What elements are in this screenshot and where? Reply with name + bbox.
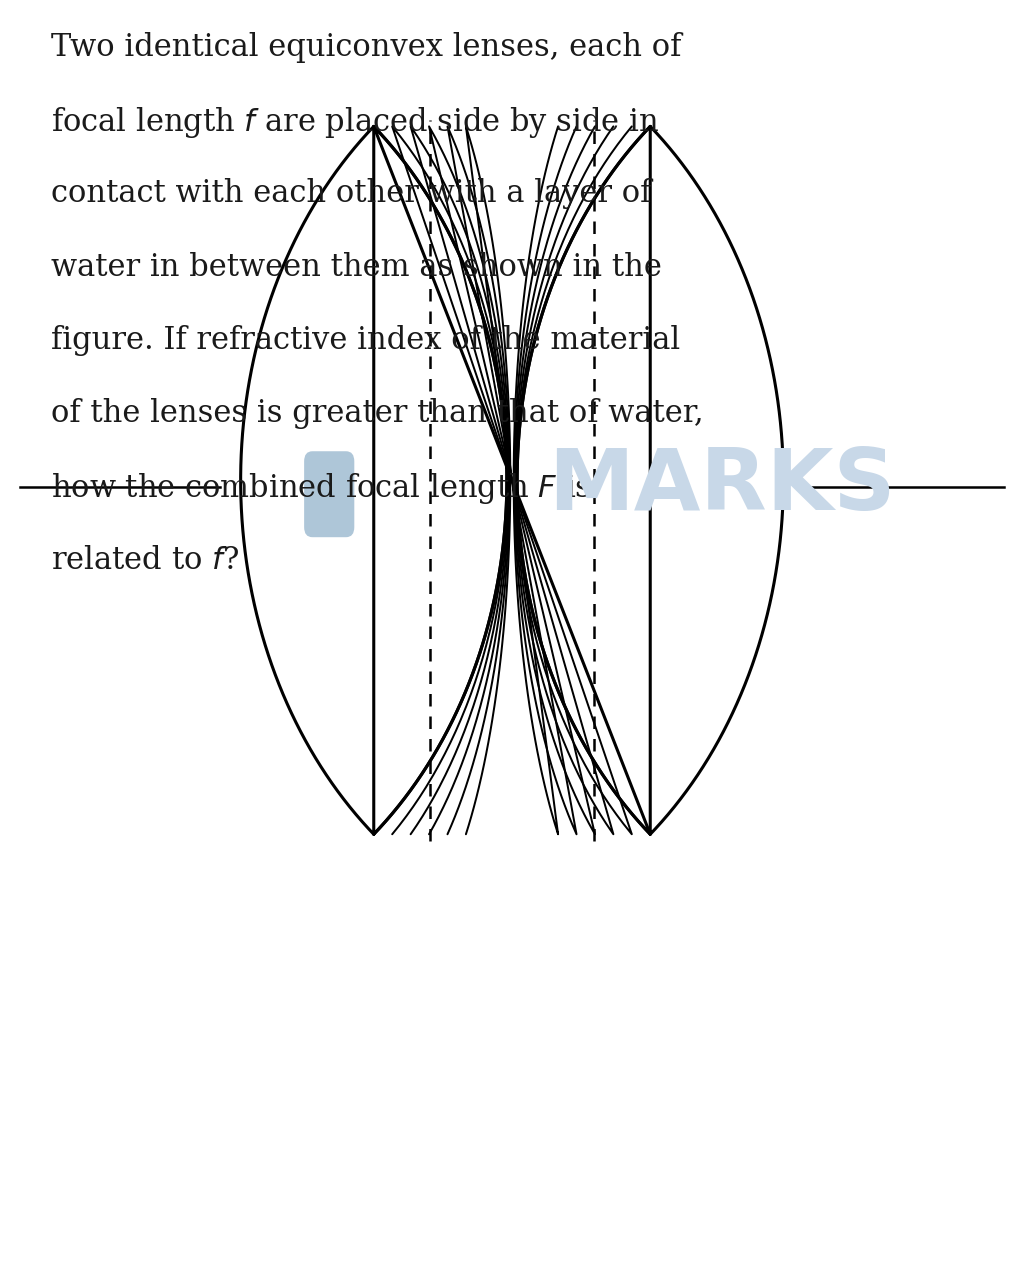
Text: contact with each other with a layer of: contact with each other with a layer of [51,178,651,210]
Text: focal length $f$ are placed side by side in: focal length $f$ are placed side by side… [51,105,659,140]
FancyBboxPatch shape [304,451,354,537]
Text: water in between them as shown in the: water in between them as shown in the [51,252,663,283]
Text: figure. If refractive index of the material: figure. If refractive index of the mater… [51,325,680,356]
Text: of the lenses is greater than that of water,: of the lenses is greater than that of wa… [51,398,703,430]
Text: how the combined focal length $F$ is: how the combined focal length $F$ is [51,471,591,507]
Text: Two identical equiconvex lenses, each of: Two identical equiconvex lenses, each of [51,32,682,63]
Text: related to $f$?: related to $f$? [51,545,240,576]
Text: MARKS: MARKS [548,445,895,528]
